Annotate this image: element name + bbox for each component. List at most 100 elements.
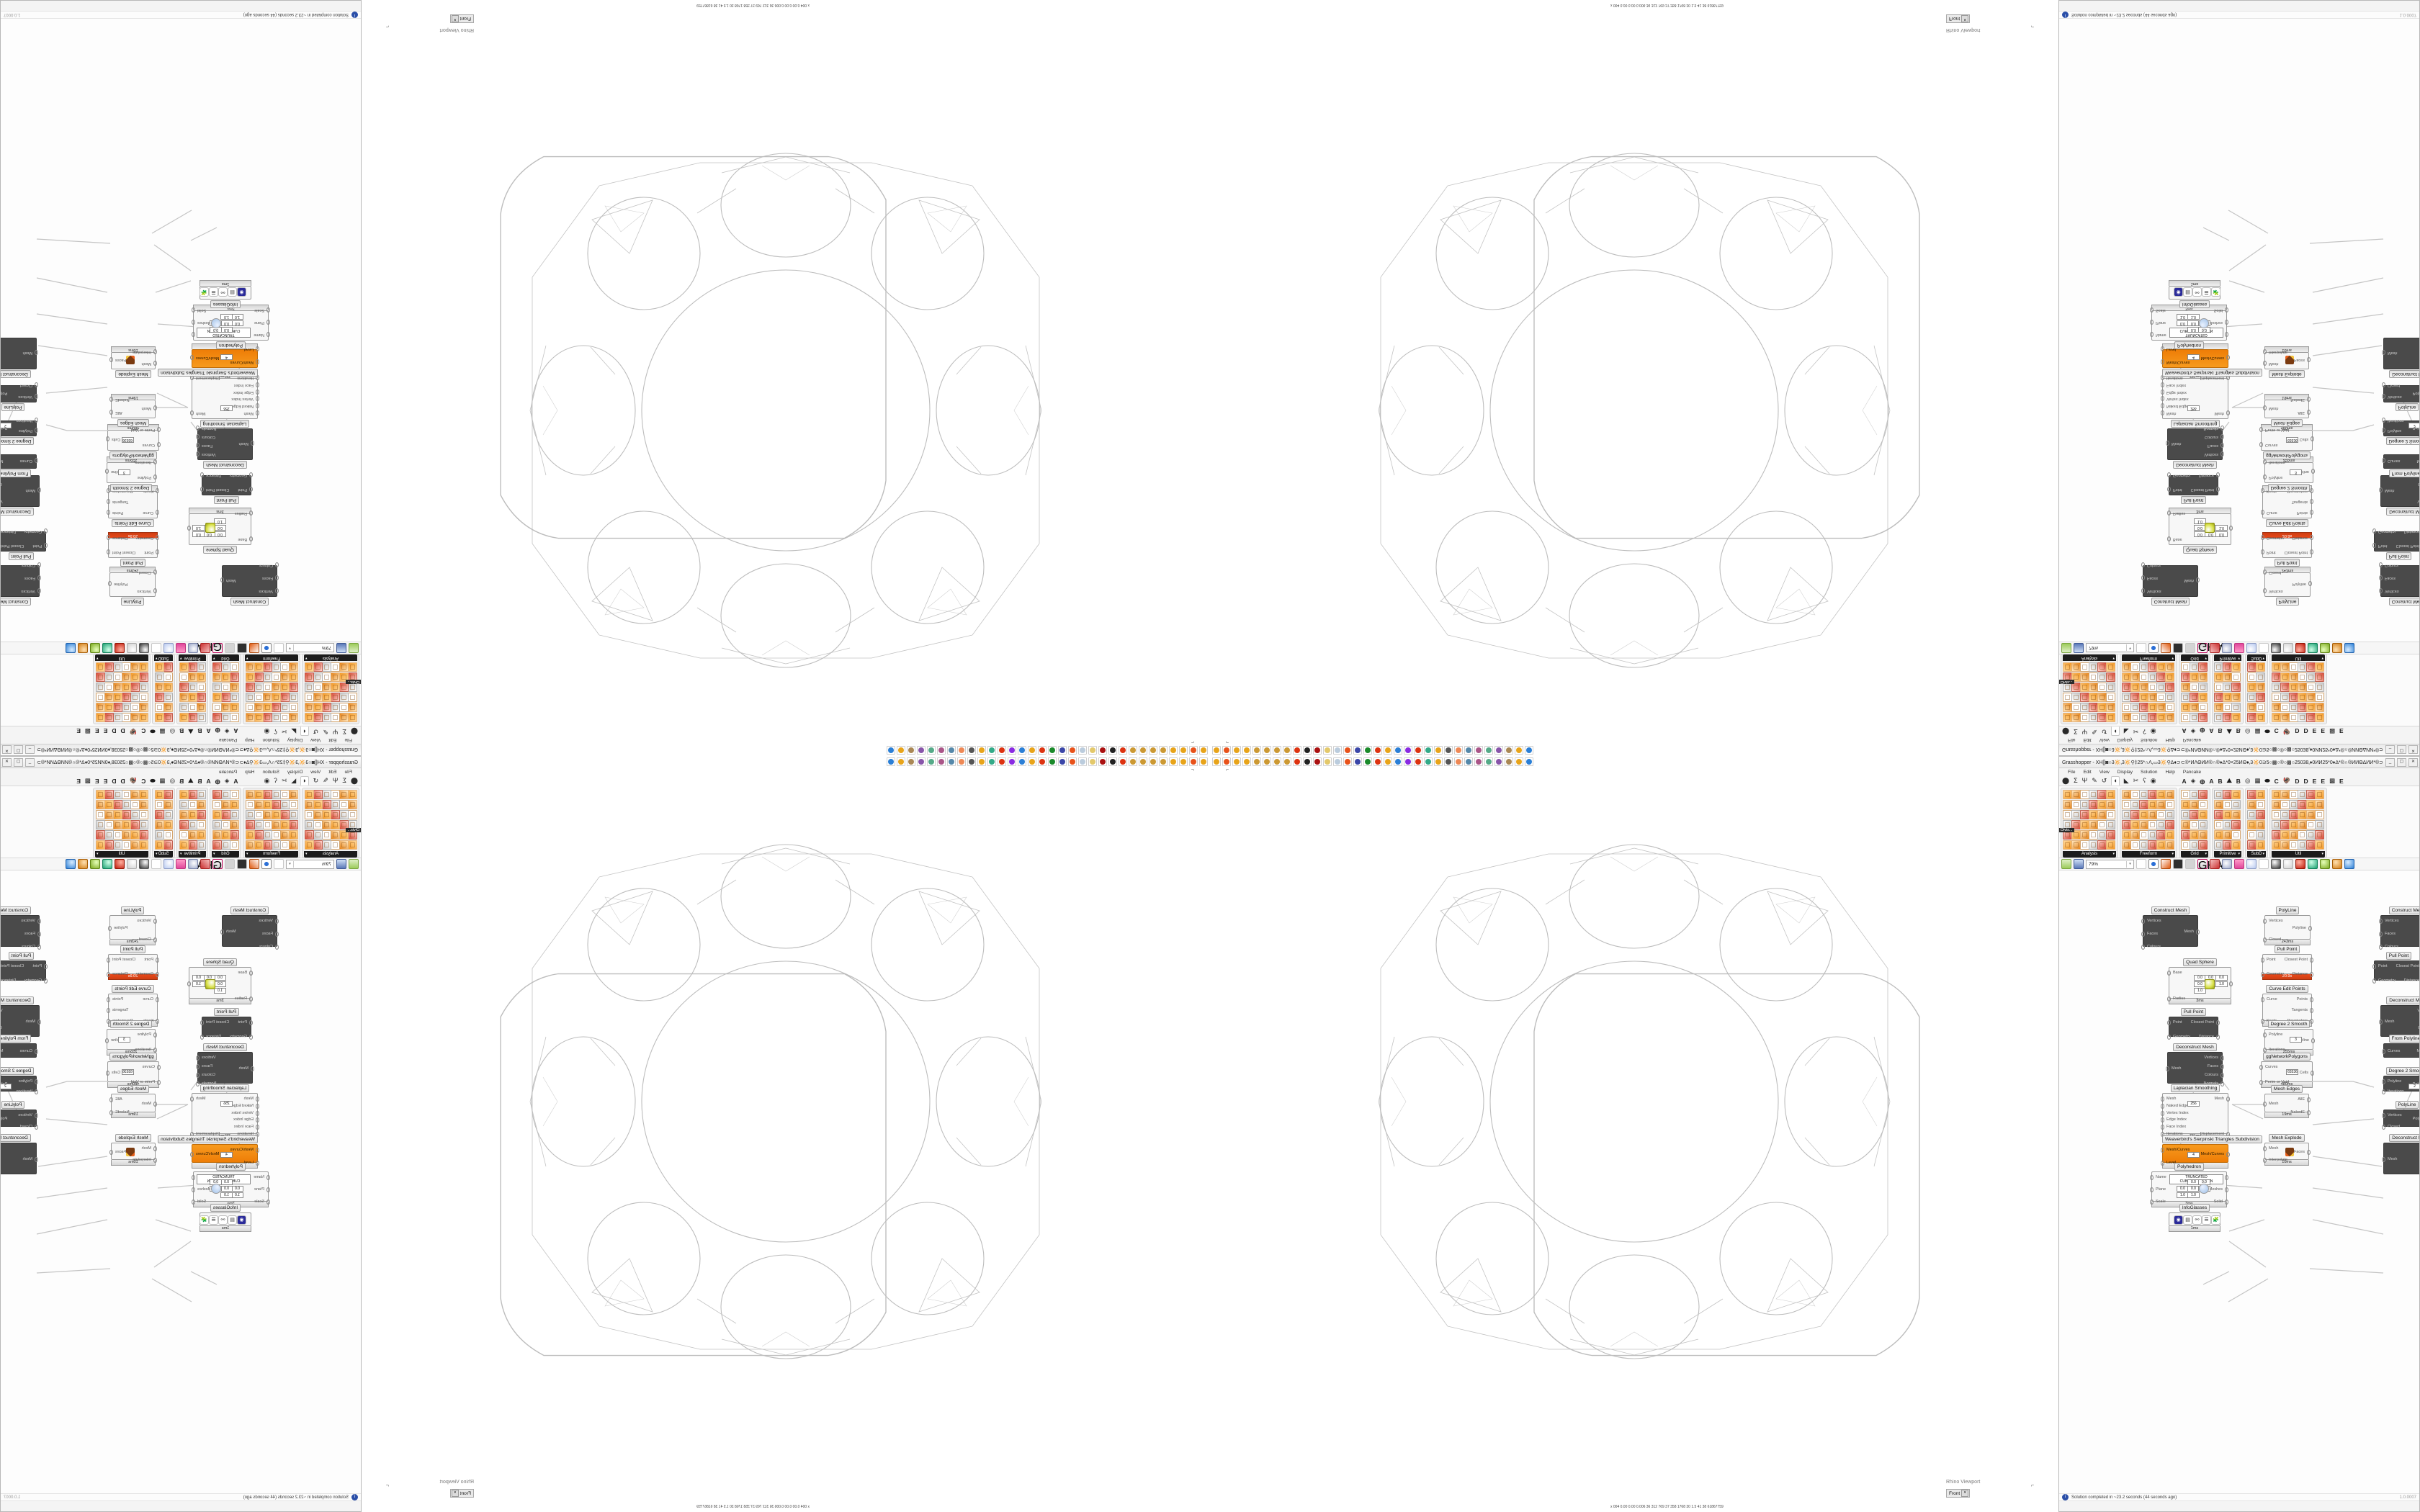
component-icon[interactable] — [280, 800, 290, 809]
node-output-port[interactable] — [2310, 972, 2313, 977]
component-icon[interactable] — [331, 703, 340, 712]
component-icon[interactable] — [96, 683, 105, 692]
component-icon[interactable] — [163, 672, 173, 682]
gh-node-n2[interactable]: PolyLine Vertices Closed Polyline 243ms — [2263, 906, 2312, 945]
node-input-port[interactable] — [35, 394, 38, 399]
node-input-port-label[interactable]: Curve — [143, 510, 153, 515]
search-icon[interactable] — [188, 859, 198, 869]
infoglasses-toggle-0[interactable]: ◉ — [237, 287, 246, 297]
node-body[interactable]: Mesh Interpolate Faces — [2263, 349, 2311, 369]
node-output-port-label[interactable]: Meshes — [2208, 1187, 2223, 1192]
chevron-down-icon[interactable]: ▾ — [2238, 656, 2240, 660]
component-icon[interactable] — [348, 693, 357, 702]
component-icon[interactable] — [230, 820, 239, 829]
taskbar-icon[interactable] — [1363, 746, 1372, 755]
menu-item-solution[interactable]: Solution — [2140, 737, 2158, 742]
taskbar-icon[interactable] — [1454, 757, 1463, 766]
node-input-port-label[interactable]: Mesh/Curves — [230, 360, 254, 364]
component-icon[interactable] — [313, 830, 323, 840]
taskbar-icon[interactable] — [937, 746, 946, 755]
node-input-port-label[interactable]: Point — [2173, 1020, 2182, 1025]
component-icon[interactable] — [212, 810, 222, 819]
component-icon[interactable] — [139, 662, 148, 672]
node-input-port-label[interactable]: Plane — [254, 1187, 264, 1192]
zoom-level-combo[interactable]: 79% ▾ — [286, 643, 334, 653]
taskbar-icon[interactable] — [1028, 746, 1036, 755]
gh-node-n5[interactable]: Quad SphereBaseRadiusSphere0.00.00.00.00… — [2167, 508, 2233, 554]
node-input-port[interactable] — [37, 1020, 41, 1025]
node-body[interactable]: CurveKnotsPointsTangentsParameters — [107, 488, 159, 518]
taskbar-icon[interactable] — [1038, 757, 1047, 766]
node-input-port-label[interactable]: Mesh — [2388, 1157, 2398, 1161]
component-icon[interactable] — [2148, 800, 2157, 809]
node-output-port[interactable] — [2307, 410, 2311, 415]
node-input-port[interactable] — [153, 361, 157, 366]
minimize-button[interactable]: _ — [2385, 745, 2395, 755]
node-input-port-label[interactable]: Geometry — [2267, 536, 2285, 540]
taskbar-icon[interactable] — [1189, 746, 1198, 755]
gh-menu-bar[interactable]: File Edit View Display Solution Help Pan… — [1, 768, 361, 776]
taskbar-icon[interactable] — [1394, 757, 1402, 766]
node-output-port[interactable] — [2311, 1070, 2314, 1076]
node-input-port-label[interactable]: Closed — [2269, 937, 2282, 942]
node-output-port[interactable] — [196, 1073, 200, 1078]
node-input-port-label[interactable]: Face Index — [233, 382, 254, 387]
gh-node-n17[interactable]: Laplacian Smoothing Mesh Naked Edges Vertex… — [2161, 1084, 2230, 1140]
taskbar-icon[interactable] — [1404, 757, 1412, 766]
component-icon[interactable] — [130, 800, 140, 809]
component-icon[interactable] — [289, 810, 298, 819]
node-output-port[interactable] — [109, 397, 113, 402]
node-value-field[interactable]: 1.0 — [2187, 1192, 2200, 1198]
infoglasses-toggle-4[interactable]: 🧩 — [2211, 287, 2220, 297]
ribbon-alpha-tab-16[interactable]: ▩ — [2329, 777, 2336, 784]
node-body[interactable]: Point Geometry Closest Point Distance — [2167, 472, 2220, 495]
component-icon[interactable] — [221, 662, 230, 672]
component-icon[interactable] — [179, 830, 189, 840]
component-icon[interactable] — [130, 693, 140, 702]
gh-canvas-toolbar[interactable]: 79% ▾ GHA — [2059, 640, 2419, 654]
component-icon[interactable] — [246, 683, 255, 692]
ribbon-tab-8[interactable]: ʕ — [2143, 777, 2146, 784]
component-icon[interactable] — [179, 790, 189, 799]
preview-olive-icon[interactable] — [90, 859, 100, 869]
node-title[interactable]: ggNetworkPolygons — [2263, 1053, 2311, 1061]
node-body[interactable]: BaseRadiusSphere0.00.00.00.00.01.01.0 — [187, 967, 253, 1002]
node-input-port[interactable] — [2261, 549, 2264, 554]
ribbon-alpha-tab-6[interactable]: B — [2236, 777, 2241, 785]
component-icon[interactable] — [2247, 800, 2257, 809]
node-input-port[interactable] — [157, 1065, 161, 1070]
node-output-port[interactable] — [105, 469, 109, 474]
component-icon[interactable] — [2097, 810, 2107, 819]
taskbar-icon[interactable] — [1212, 746, 1221, 755]
taskbar-icon[interactable] — [1159, 746, 1168, 755]
node-value-field[interactable]: 1.0 — [220, 1192, 233, 1198]
ribbon-group-label-primitive[interactable]: Primitive ▾ — [2214, 654, 2241, 661]
component-icon[interactable] — [289, 840, 298, 850]
node-input-port-label[interactable]: Name — [2156, 1175, 2166, 1179]
component-icon[interactable] — [188, 800, 197, 809]
node-input-port[interactable] — [256, 1110, 259, 1116]
node-output-port-label[interactable]: Tangents — [112, 1008, 129, 1012]
node-input-port[interactable] — [153, 919, 157, 924]
ribbon-alpha-tab-1[interactable]: ◈ — [224, 728, 230, 735]
node-output-port[interactable] — [192, 307, 195, 312]
node-title[interactable]: From Polylines — [1, 1035, 32, 1043]
component-icon[interactable] — [2181, 800, 2190, 809]
node-input-port-label[interactable]: Polyline — [2269, 475, 2283, 480]
node-input-port-label[interactable]: Vertices — [18, 395, 32, 399]
node-output-port[interactable] — [107, 1008, 110, 1013]
node-input-port-label[interactable]: Colours — [2147, 945, 2161, 949]
component-icon[interactable] — [280, 713, 290, 722]
component-icon[interactable] — [254, 703, 264, 712]
node-body[interactable]: ◉ ▤ ⚯ ☰ 🧩 — [200, 1212, 251, 1226]
component-icon[interactable] — [96, 713, 105, 722]
ribbon-alpha-tab-12[interactable]: D — [120, 777, 125, 785]
taskbar-icon[interactable] — [1454, 746, 1463, 755]
node-output-port-label[interactable]: Cells — [2299, 437, 2308, 442]
node-input-port-label[interactable]: Base — [2173, 971, 2182, 975]
node-title[interactable]: Deconstruct Mesh — [2386, 508, 2419, 516]
